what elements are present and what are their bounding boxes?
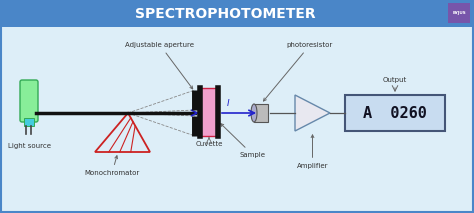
Text: A  0260: A 0260 [363, 105, 427, 121]
Polygon shape [295, 95, 330, 131]
Text: Output: Output [383, 77, 407, 83]
Bar [448, 3, 470, 23]
Text: Sample: Sample [221, 124, 266, 158]
Text: BYJUS: BYJUS [452, 11, 466, 15]
Text: photoresistor: photoresistor [264, 42, 333, 101]
Text: Cuvette: Cuvette [195, 141, 223, 147]
Bar [345, 95, 445, 131]
Text: Adjustable aperture: Adjustable aperture [126, 42, 194, 89]
Bar [200, 88, 218, 136]
Bar [254, 104, 268, 122]
Text: Amplifier: Amplifier [297, 135, 328, 169]
Text: $I_0$: $I_0$ [193, 95, 201, 108]
Ellipse shape [251, 104, 257, 122]
Text: $I$: $I$ [226, 97, 230, 108]
Text: SPECTROPHOTOMETER: SPECTROPHOTOMETER [135, 7, 315, 21]
Text: Light source: Light source [8, 143, 51, 149]
Text: Monochromator: Monochromator [84, 156, 140, 176]
Bar [1, 1, 473, 27]
FancyBboxPatch shape [20, 80, 38, 122]
Bar [24, 118, 34, 126]
